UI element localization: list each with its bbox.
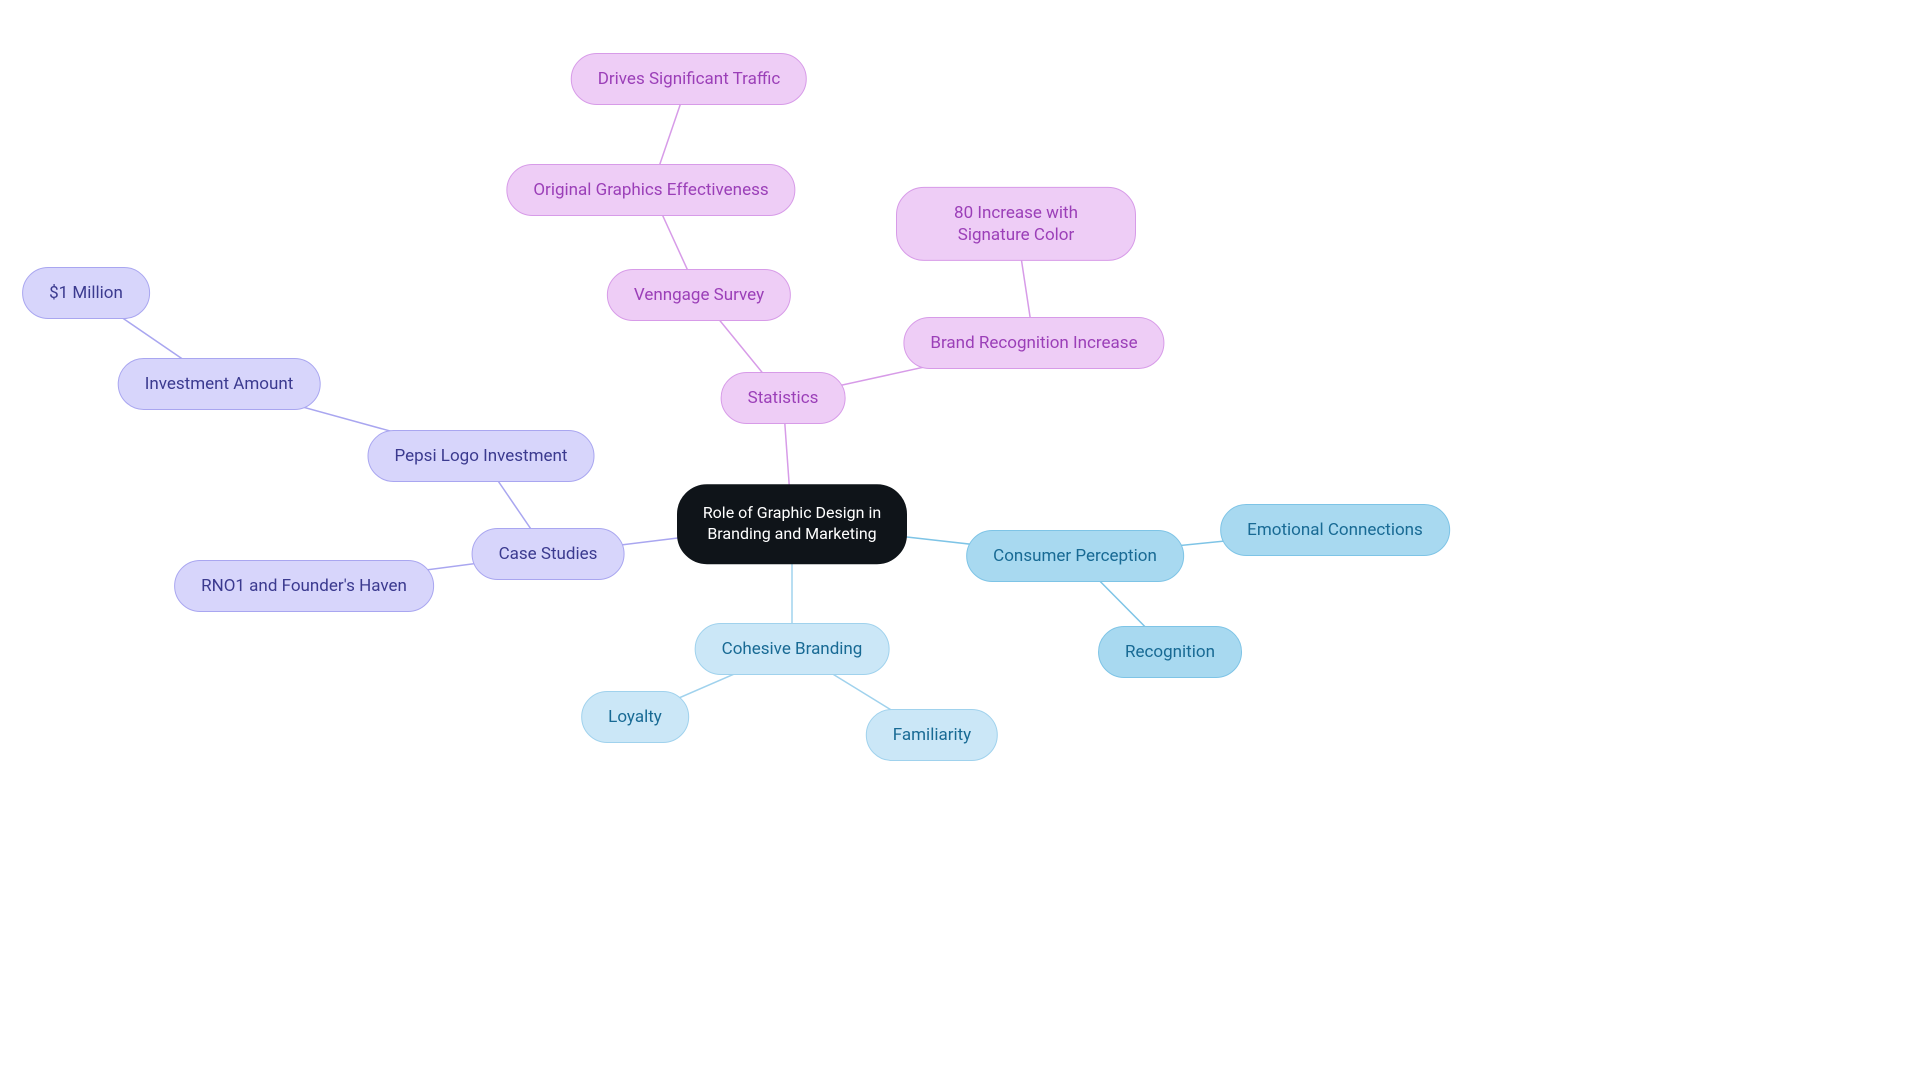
node-brand-recognition: Brand Recognition Increase — [903, 317, 1164, 369]
node-signature-color: 80 Increase with Signature Color — [896, 187, 1136, 261]
node-investment-amount: Investment Amount — [118, 358, 321, 410]
node-pepsi: Pepsi Logo Investment — [368, 430, 595, 482]
node-original-graphics: Original Graphics Effectiveness — [506, 164, 795, 216]
node-recognition: Recognition — [1098, 626, 1242, 678]
node-consumer-perception: Consumer Perception — [966, 530, 1184, 582]
root-node: Role of Graphic Design in Branding and M… — [677, 484, 907, 564]
node-cohesive-branding: Cohesive Branding — [695, 623, 890, 675]
node-statistics: Statistics — [721, 372, 846, 424]
node-rno1: RNO1 and Founder's Haven — [174, 560, 434, 612]
node-case-studies: Case Studies — [472, 528, 625, 580]
node-traffic: Drives Significant Traffic — [571, 53, 807, 105]
node-familiarity: Familiarity — [866, 709, 998, 761]
node-emotional-connections: Emotional Connections — [1220, 504, 1450, 556]
node-million: $1 Million — [22, 267, 150, 319]
edges-layer — [0, 0, 1920, 1083]
node-venngage: Venngage Survey — [607, 269, 791, 321]
node-loyalty: Loyalty — [581, 691, 689, 743]
